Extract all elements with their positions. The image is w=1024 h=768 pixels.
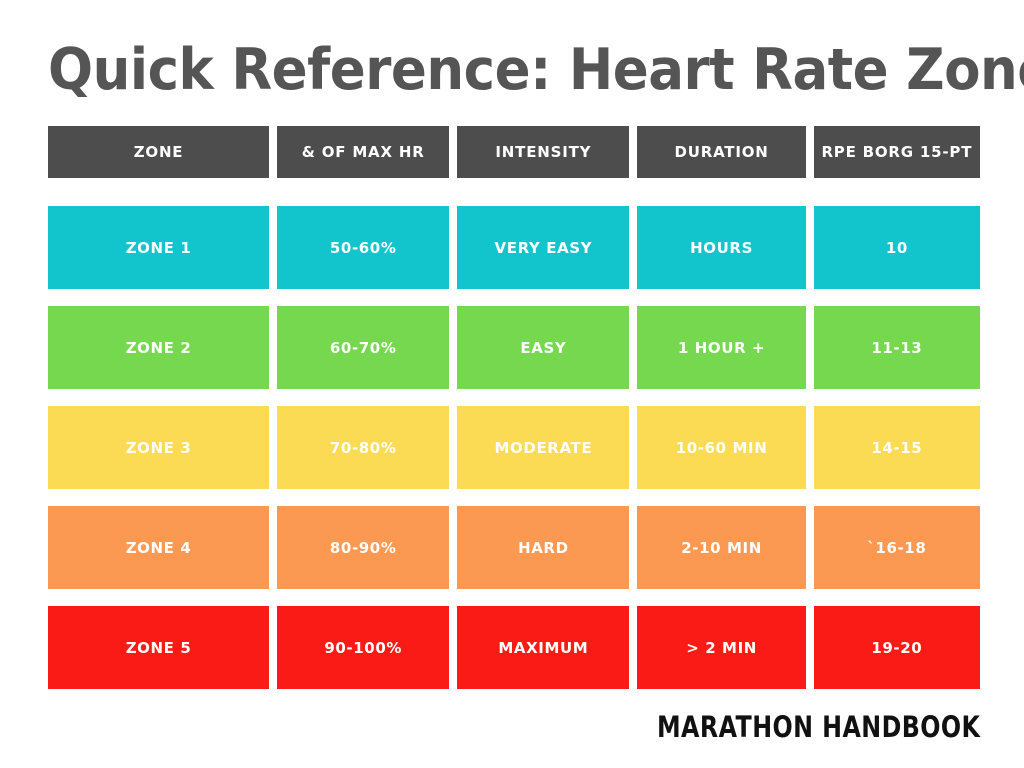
cell-zone: ZONE 4 [48, 506, 270, 589]
table-row: ZONE 4 80-90% HARD 2-10 MIN `16-18 [48, 506, 980, 589]
cell-rpe: `16-18 [813, 506, 980, 589]
cell-intensity: VERY EASY [457, 206, 630, 289]
table-row: ZONE 1 50-60% VERY EASY HOURS 10 [48, 206, 980, 289]
cell-zone: ZONE 2 [48, 306, 270, 389]
cell-max-hr: 90-100% [277, 606, 450, 689]
cell-max-hr: 60-70% [277, 306, 450, 389]
cell-zone: ZONE 1 [48, 206, 270, 289]
cell-intensity: MODERATE [457, 406, 630, 489]
heart-rate-zones-table: ZONE & OF MAX HR INTENSITY DURATION RPE … [48, 126, 980, 706]
cell-duration: > 2 MIN [637, 606, 806, 689]
table-row: ZONE 3 70-80% MODERATE 10-60 MIN 14-15 [48, 406, 980, 489]
cell-duration: 2-10 MIN [637, 506, 806, 589]
cell-rpe: 11-13 [813, 306, 980, 389]
brand-logo-text: MARATHON HANDBOOK [656, 710, 980, 744]
cell-duration: 1 HOUR + [637, 306, 806, 389]
cell-zone: ZONE 5 [48, 606, 270, 689]
table-row: ZONE 5 90-100% MAXIMUM > 2 MIN 19-20 [48, 606, 980, 689]
cell-max-hr: 80-90% [277, 506, 450, 589]
cell-intensity: HARD [457, 506, 630, 589]
column-header-max-hr: & OF MAX HR [277, 126, 450, 178]
table-row: ZONE 2 60-70% EASY 1 HOUR + 11-13 [48, 306, 980, 389]
cell-rpe: 10 [813, 206, 980, 289]
cell-rpe: 14-15 [813, 406, 980, 489]
column-header-duration: DURATION [637, 126, 806, 178]
cell-max-hr: 50-60% [277, 206, 450, 289]
cell-duration: HOURS [637, 206, 806, 289]
column-header-rpe: RPE BORG 15-PT [813, 126, 980, 178]
table-header-row: ZONE & OF MAX HR INTENSITY DURATION RPE … [48, 126, 980, 178]
cell-rpe: 19-20 [813, 606, 980, 689]
column-header-zone: ZONE [48, 126, 270, 178]
cell-duration: 10-60 MIN [637, 406, 806, 489]
cell-max-hr: 70-80% [277, 406, 450, 489]
column-header-intensity: INTENSITY [457, 126, 630, 178]
cell-zone: ZONE 3 [48, 406, 270, 489]
cell-intensity: EASY [457, 306, 630, 389]
page-title: Quick Reference: Heart Rate Zones [48, 37, 1024, 103]
cell-intensity: MAXIMUM [457, 606, 630, 689]
